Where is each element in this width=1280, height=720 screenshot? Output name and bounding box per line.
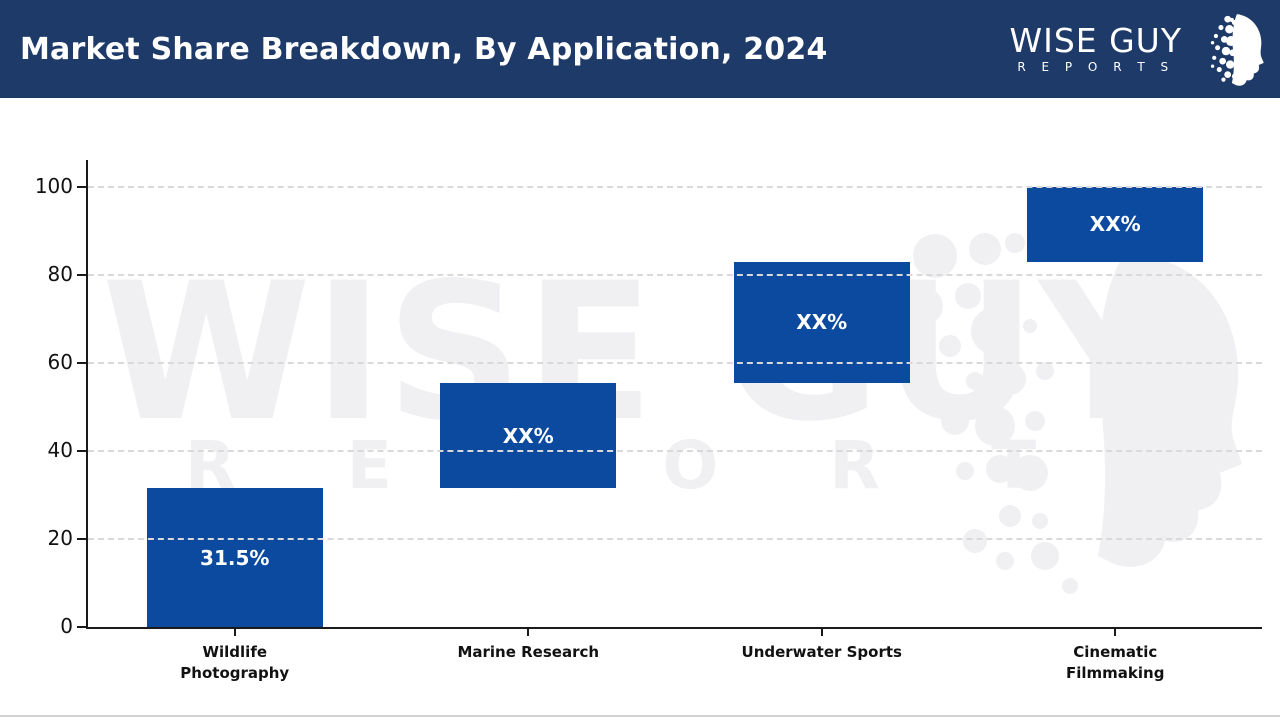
y-tick-label: 100 (34, 174, 73, 198)
y-tick-mark (77, 450, 86, 452)
x-axis-label-line: Underwater Sports (741, 643, 902, 661)
brand-logo: WISE GUY R E P O R T S (1009, 5, 1268, 93)
bar-underwater-sports: XX% (733, 261, 910, 383)
brand-name: WISE GUY (1009, 20, 1182, 60)
x-axis-label-line: Photography (180, 664, 290, 682)
x-axis-label: Underwater Sports (702, 642, 942, 663)
bar-wildlife-photography: 31.5% (146, 488, 323, 627)
x-axis-label-line: Filmmaking (1066, 664, 1165, 682)
bar-value-label: 31.5% (200, 545, 270, 570)
x-tick-mark (1114, 629, 1117, 636)
x-axis-label-line: Wildlife (202, 643, 268, 661)
brand-subtitle: R E P O R T S (1017, 60, 1175, 75)
x-tick-mark (820, 629, 823, 636)
bar-value-label: XX% (502, 423, 554, 448)
y-axis-line (86, 160, 88, 629)
brand-logo-text: WISE GUY R E P O R T S (1009, 20, 1182, 75)
y-tick-label: 0 (60, 614, 73, 638)
brand-head-icon (1210, 14, 1264, 86)
y-tick-mark (77, 362, 86, 364)
x-axis-label: Wildlife Photography (115, 642, 355, 684)
bar-marine-research: XX% (440, 382, 617, 489)
bar-value-label: XX% (1089, 212, 1141, 237)
y-tick-mark (77, 274, 86, 276)
y-tick-mark (77, 538, 86, 540)
y-tick-mark (77, 626, 86, 628)
y-tick-label: 60 (47, 350, 73, 374)
bottom-divider (0, 715, 1280, 717)
x-tick-mark (527, 629, 530, 636)
bar-cinematic-filmmaking: XX% (1027, 187, 1204, 262)
x-axis-label-line: Marine Research (457, 643, 600, 661)
y-tick-label: 80 (47, 262, 73, 286)
x-axis-line (86, 627, 1262, 629)
x-tick-mark (233, 629, 236, 636)
waterfall-chart: WISE GUY R E P O R T S 31.5% Wildlife Phot… (0, 98, 1280, 720)
x-axis-label-line: Cinematic (1073, 643, 1158, 661)
bar-value-label: XX% (796, 310, 848, 335)
y-tick-label: 20 (47, 526, 73, 550)
y-tick-mark (77, 186, 86, 188)
gridline (88, 186, 1262, 188)
x-axis-label: Cinematic Filmmaking (995, 642, 1235, 684)
x-axis-label: Marine Research (408, 642, 648, 663)
gridline (88, 450, 1262, 452)
page-title: Market Share Breakdown, By Application, … (20, 31, 828, 67)
gridline (88, 538, 1262, 540)
gridline (88, 362, 1262, 364)
header-bar: Market Share Breakdown, By Application, … (0, 0, 1280, 98)
watermark-head-icon (907, 233, 1242, 594)
y-tick-label: 40 (47, 438, 73, 462)
gridline (88, 274, 1262, 276)
